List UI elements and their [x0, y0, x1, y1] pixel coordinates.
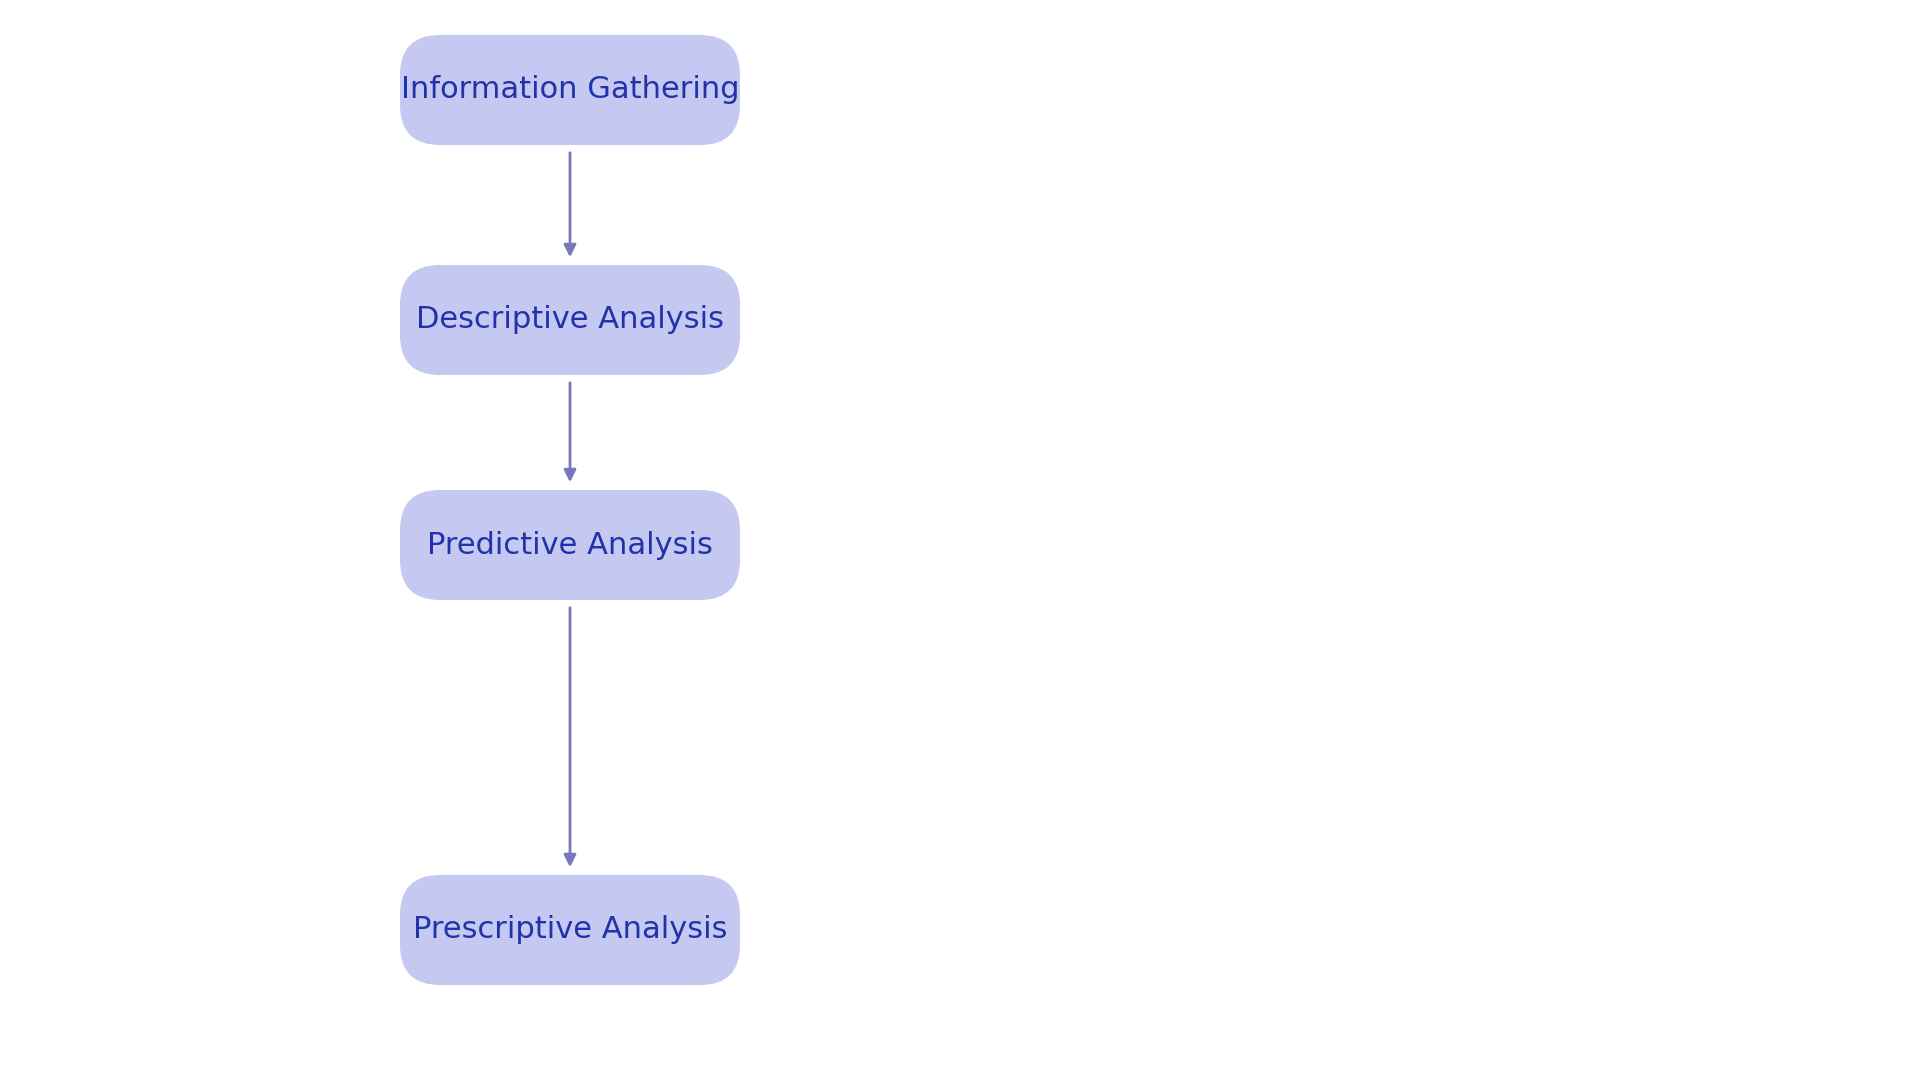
- Text: Prescriptive Analysis: Prescriptive Analysis: [413, 915, 728, 944]
- Text: Predictive Analysis: Predictive Analysis: [426, 531, 712, 560]
- FancyBboxPatch shape: [399, 490, 739, 600]
- FancyBboxPatch shape: [399, 875, 739, 986]
- Text: Descriptive Analysis: Descriptive Analysis: [417, 305, 724, 335]
- FancyBboxPatch shape: [399, 265, 739, 375]
- FancyBboxPatch shape: [399, 35, 739, 145]
- Text: Information Gathering: Information Gathering: [401, 76, 739, 104]
